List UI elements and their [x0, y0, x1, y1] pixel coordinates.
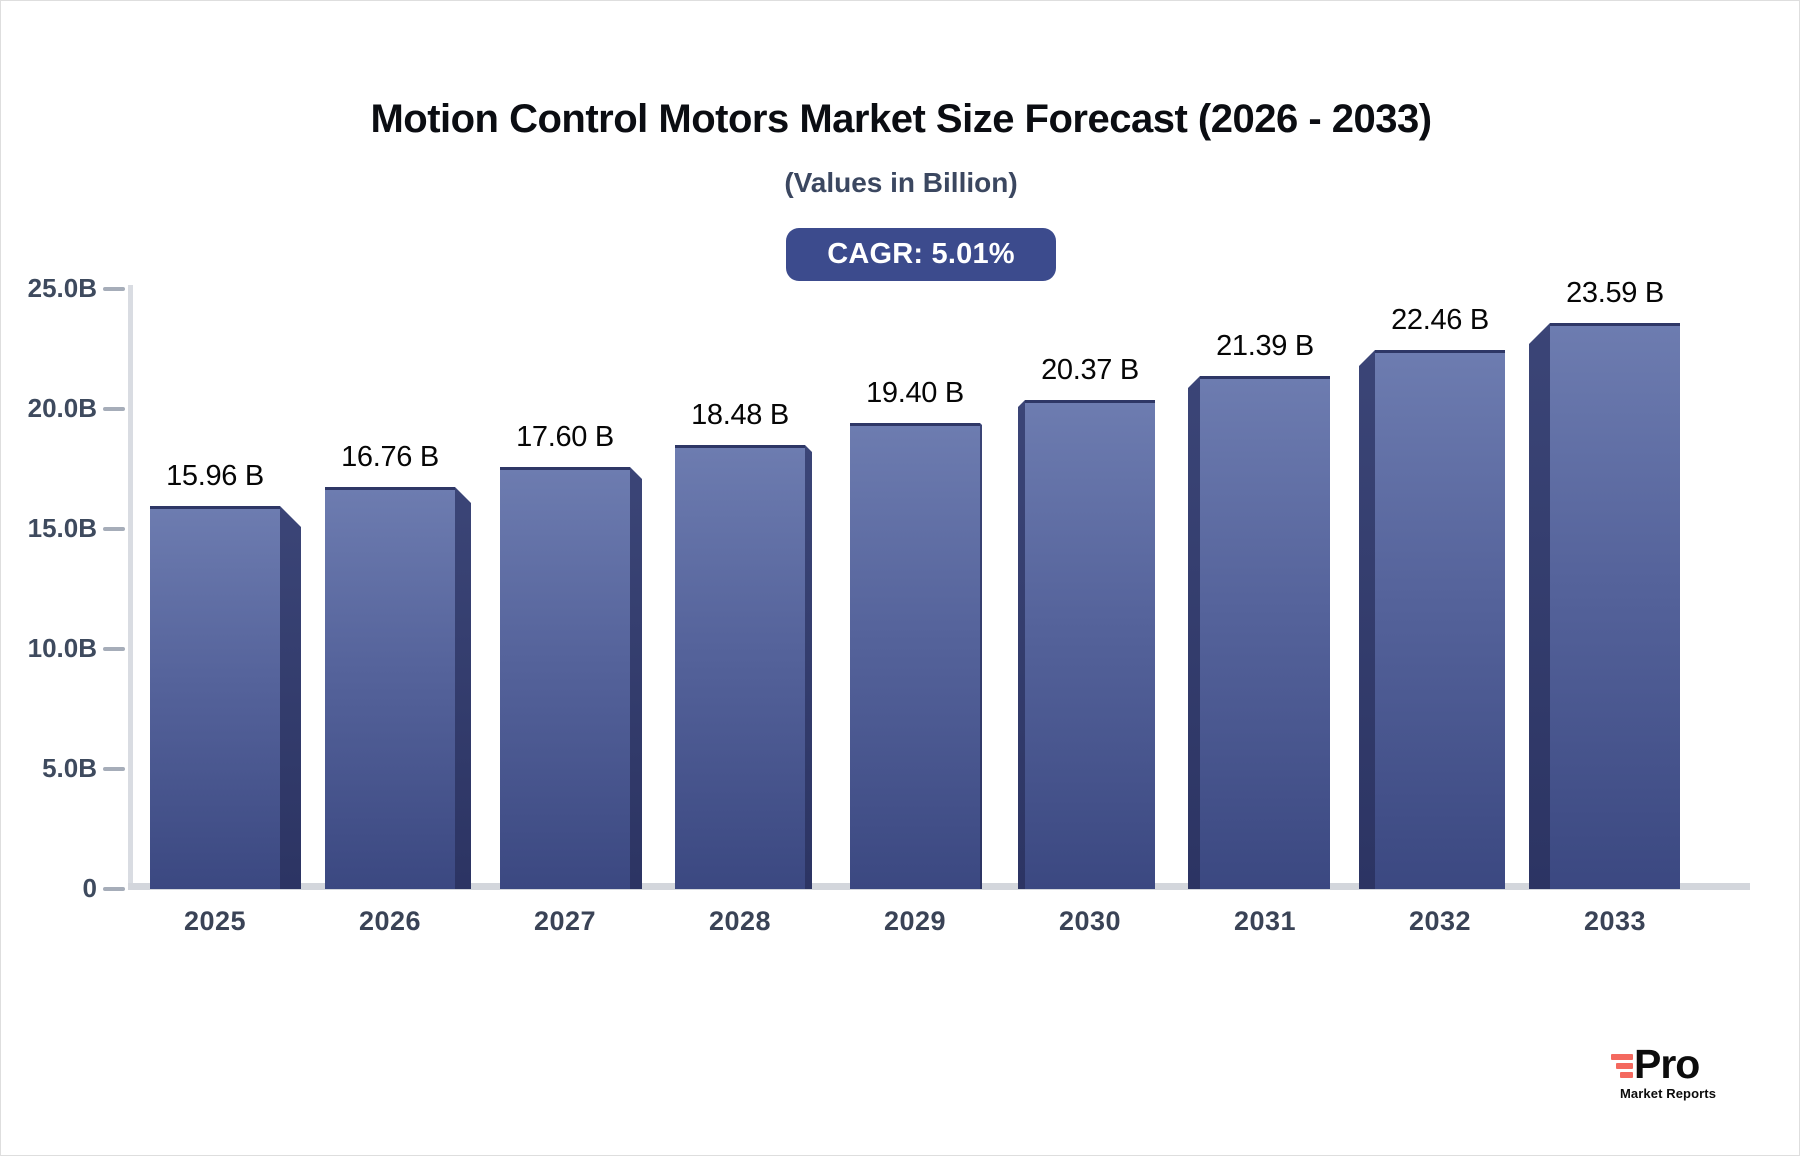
y-axis-tick-label: 10.0B	[27, 633, 97, 663]
y-axis-tick-mark	[103, 527, 125, 531]
y-axis-tick-mark	[103, 887, 125, 891]
chart-subtitle: (Values in Billion)	[784, 167, 1018, 198]
cagr-badge: CAGR: 5.01%	[786, 228, 1056, 281]
bar-value-label: 17.60 B	[516, 421, 614, 453]
x-axis-label: 2029	[883, 906, 947, 936]
bar-2025	[150, 506, 280, 889]
bar-value-label: 22.46 B	[1391, 304, 1489, 336]
y-axis-tick-mark	[103, 647, 125, 651]
bar-value-label: 21.39 B	[1216, 330, 1314, 362]
bar-2031	[1200, 376, 1330, 889]
bar-side-3d-2028	[805, 445, 812, 889]
logo-flag-icon	[1611, 1054, 1633, 1078]
pro-market-reports-logo: Pro Market Reports	[1611, 1041, 1731, 1101]
x-axis-label: 2026	[358, 906, 422, 936]
bar-value-label: 16.76 B	[341, 441, 439, 473]
cagr-badge-label: CAGR: 5.01%	[827, 238, 1015, 270]
y-axis-tick-mark	[103, 767, 125, 771]
bar-value-label: 19.40 B	[866, 377, 964, 409]
y-axis-tick-mark	[103, 287, 125, 291]
y-axis-tick-label: 0	[82, 873, 97, 903]
y-axis-tick-label: 20.0B	[27, 393, 97, 423]
bar-value-label: 23.59 B	[1566, 277, 1664, 309]
chart-title: Motion Control Motors Market Size Foreca…	[370, 97, 1432, 141]
bar-side-3d-2031	[1188, 376, 1200, 889]
bar-2030	[1025, 400, 1155, 889]
bar-value-label: 18.48 B	[691, 399, 789, 431]
x-axis-label: 2025	[183, 906, 247, 936]
bar-side-3d-2029	[980, 423, 982, 889]
x-axis-label: 2032	[1408, 906, 1472, 936]
bar-2033	[1550, 323, 1680, 889]
bar-side-3d-2027	[630, 467, 642, 889]
bar-value-label: 20.37 B	[1041, 354, 1139, 386]
x-axis-label: 2033	[1583, 906, 1647, 936]
bar-side-3d-2025	[280, 506, 301, 889]
y-axis-tick-label: 25.0B	[27, 273, 97, 303]
bar-2026	[325, 487, 455, 889]
bar-side-3d-2030	[1018, 400, 1025, 889]
bar-2028	[675, 445, 805, 889]
logo-sub-text: Market Reports	[1620, 1086, 1717, 1101]
bar-2027	[500, 467, 630, 889]
x-axis-label: 2031	[1233, 906, 1297, 936]
x-axis-label: 2027	[533, 906, 597, 936]
x-axis-label: 2030	[1058, 906, 1122, 936]
y-axis-tick-label: 15.0B	[27, 513, 97, 543]
x-axis-label: 2028	[708, 906, 772, 936]
y-axis-tick-label: 5.0B	[42, 753, 97, 783]
bar-side-3d-2032	[1359, 350, 1375, 889]
bar-2032	[1375, 350, 1505, 889]
bar-2029	[850, 423, 980, 889]
logo-main-text: Pro	[1634, 1041, 1700, 1087]
bar-side-3d-2033	[1529, 323, 1550, 889]
y-axis-line	[128, 285, 133, 889]
bar-side-3d-2026	[455, 487, 471, 889]
y-axis-tick-mark	[103, 407, 125, 411]
bar-value-label: 15.96 B	[166, 460, 264, 492]
